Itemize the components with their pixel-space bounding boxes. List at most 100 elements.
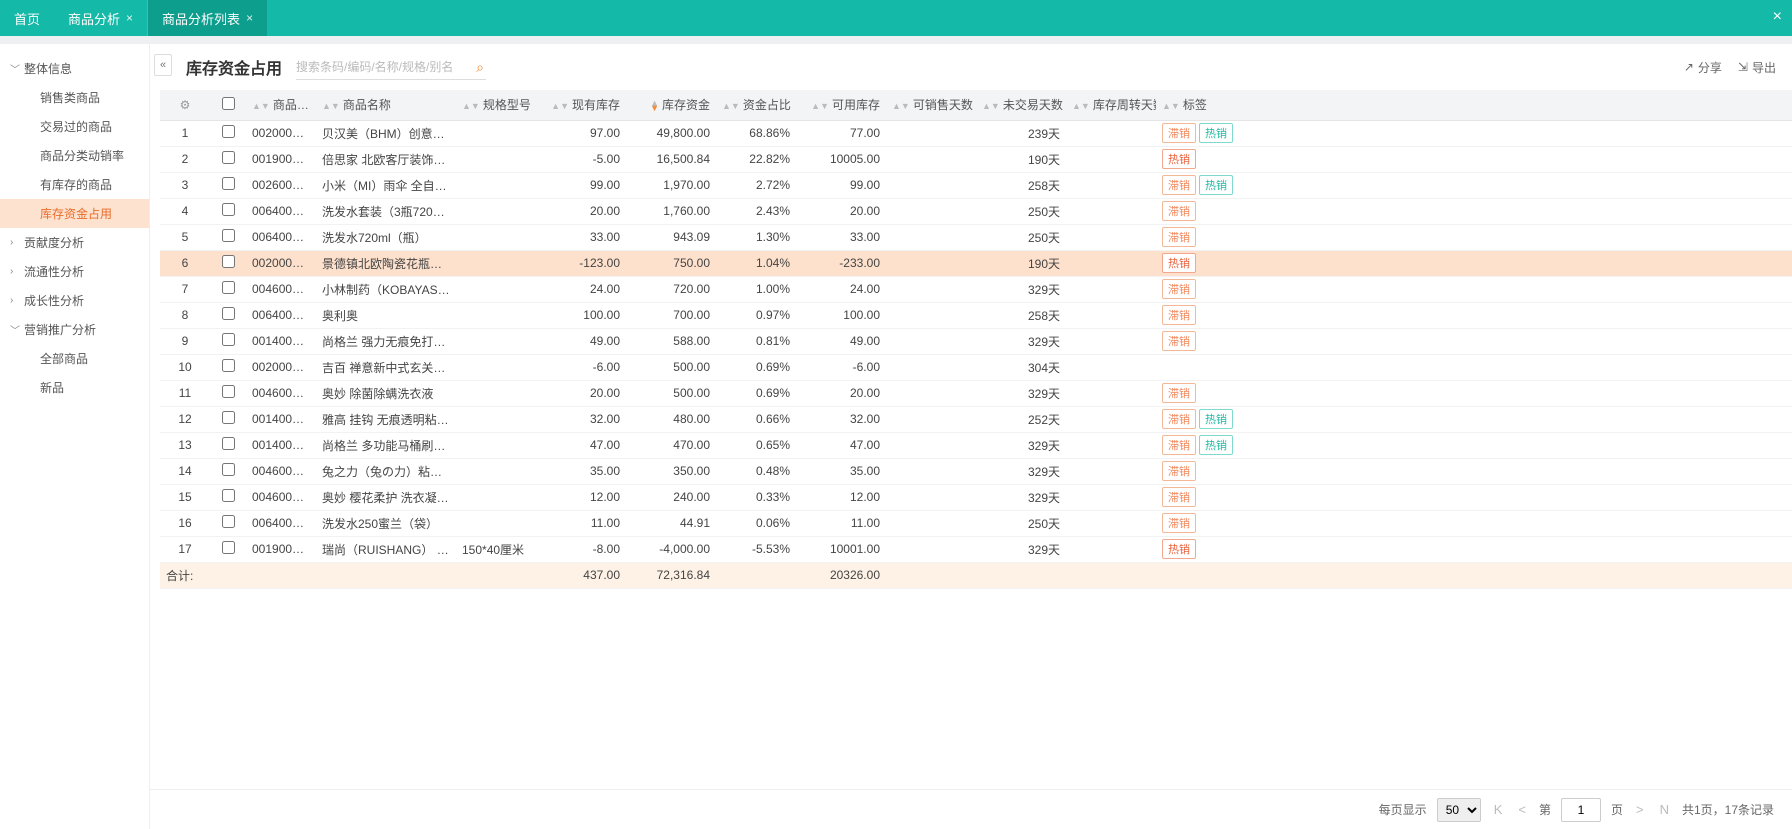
cell-avail: 20.00 <box>796 198 886 224</box>
row-checkbox-input[interactable] <box>222 151 235 164</box>
table-row[interactable]: 3002600…小米（MI）雨伞 全自动折叠99.001,970.002.72%… <box>160 172 1792 198</box>
table-row[interactable]: 5006400…洗发水720ml（瓶）33.00943.091.30%33.00… <box>160 224 1792 250</box>
col-code[interactable]: ▲▼商品… <box>246 90 316 120</box>
tab[interactable]: 商品分析× <box>54 0 148 36</box>
table-row[interactable]: 2001900…倍思家 北欧客厅装饰画卧室-5.0016,500.8422.82… <box>160 146 1792 172</box>
sidebar-group[interactable]: ›成长性分析 <box>0 286 149 315</box>
search-icon[interactable]: ⌕ <box>476 59 484 76</box>
table-header-row: ⚙ ▲▼商品… ▲▼商品名称 ▲▼规格型号 ▲▼现有库存 ▲▼库存资金 ▲▼资金… <box>160 90 1792 120</box>
row-checkbox-input[interactable] <box>222 541 235 554</box>
page-input[interactable] <box>1561 798 1601 822</box>
cell-filler <box>1246 432 1792 458</box>
col-notrade[interactable]: ▲▼未交易天数 <box>976 90 1066 120</box>
tab-close-icon[interactable]: × <box>126 11 133 25</box>
row-checkbox-input[interactable] <box>222 307 235 320</box>
totals-fund: 72,316.84 <box>626 562 716 588</box>
col-saledays[interactable]: ▲▼可销售天数 <box>886 90 976 120</box>
row-checkbox-input[interactable] <box>222 437 235 450</box>
row-checkbox-input[interactable] <box>222 515 235 528</box>
tab[interactable]: 商品分析列表× <box>148 0 267 36</box>
col-turnover[interactable]: ▲▼库存周转天数 <box>1066 90 1156 120</box>
cell-code: 006400… <box>246 302 316 328</box>
sidebar-item[interactable]: 全部商品 <box>0 344 149 373</box>
cell-turn <box>1066 120 1156 146</box>
row-checkbox-input[interactable] <box>222 359 235 372</box>
row-checkbox-input[interactable] <box>222 463 235 476</box>
table-row[interactable]: 10002000…吉百 禅意新中式玄关摆件客-6.00500.000.69%-6… <box>160 354 1792 380</box>
col-settings[interactable]: ⚙ <box>160 90 210 120</box>
row-checkbox-input[interactable] <box>222 411 235 424</box>
row-checkbox-input[interactable] <box>222 229 235 242</box>
cell-pct: 22.82% <box>716 146 796 172</box>
per-page-select[interactable]: 50 <box>1437 798 1481 822</box>
cell-filler <box>1246 120 1792 146</box>
table-row[interactable]: 9001400…尚格兰 强力无痕免打孔浴室49.00588.000.81%49.… <box>160 328 1792 354</box>
col-checkbox[interactable] <box>210 90 246 120</box>
row-checkbox-input[interactable] <box>222 255 235 268</box>
sidebar-group[interactable]: ﹀整体信息 <box>0 54 149 83</box>
cell-avail: -233.00 <box>796 250 886 276</box>
share-button[interactable]: ↗ 分享 <box>1684 59 1722 76</box>
table-row[interactable]: 17001900…瑞尚（RUISHANG） 卧室门150*40厘米-8.00-4… <box>160 536 1792 562</box>
close-all-icon[interactable]: × <box>1773 8 1782 26</box>
select-all-checkbox[interactable] <box>222 97 235 110</box>
table-row[interactable]: 8006400…奥利奥100.00700.000.97%100.00258天滞销 <box>160 302 1792 328</box>
table-row[interactable]: 11004600…奥妙 除菌除螨洗衣液20.00500.000.69%20.00… <box>160 380 1792 406</box>
cell-notrade: 239天 <box>976 120 1066 146</box>
sidebar-item[interactable]: 新品 <box>0 373 149 402</box>
row-checkbox-input[interactable] <box>222 385 235 398</box>
collapse-sidebar-button[interactable]: « <box>154 54 172 76</box>
data-table: ⚙ ▲▼商品… ▲▼商品名称 ▲▼规格型号 ▲▼现有库存 ▲▼库存资金 ▲▼资金… <box>160 90 1792 589</box>
cell-days <box>886 302 976 328</box>
col-name[interactable]: ▲▼商品名称 <box>316 90 456 120</box>
table-row[interactable]: 12001400…雅高 挂钩 无痕透明粘钩 强32.00480.000.66%3… <box>160 406 1792 432</box>
row-checkbox-input[interactable] <box>222 203 235 216</box>
col-pct[interactable]: ▲▼资金占比 <box>716 90 796 120</box>
col-stock[interactable]: ▲▼现有库存 <box>536 90 626 120</box>
page-last-button[interactable]: N <box>1657 802 1672 817</box>
cell-stock: -8.00 <box>536 536 626 562</box>
chevron-down-icon: ﹀ <box>10 61 22 76</box>
sidebar-group[interactable]: ›流通性分析 <box>0 257 149 286</box>
sidebar-item[interactable]: 有库存的商品 <box>0 170 149 199</box>
cell-spec <box>456 172 536 198</box>
row-index: 11 <box>160 380 210 406</box>
row-checkbox-input[interactable] <box>222 333 235 346</box>
cell-avail: 20.00 <box>796 380 886 406</box>
row-checkbox-input[interactable] <box>222 489 235 502</box>
col-spec[interactable]: ▲▼规格型号 <box>456 90 536 120</box>
table-row[interactable]: 7004600…小林制药（KOBAYASHI）日24.00720.001.00%… <box>160 276 1792 302</box>
page-next-button[interactable]: > <box>1633 802 1647 817</box>
cell-fund: 350.00 <box>626 458 716 484</box>
table-row[interactable]: 4006400…洗发水套装（3瓶720ml+1?20.001,760.002.4… <box>160 198 1792 224</box>
table-row[interactable]: 1002000…贝汉美（BHM）创意北欧风97.0049,800.0068.86… <box>160 120 1792 146</box>
table-row[interactable]: 13001400…尚格兰 多功能马桶刷套装 贝47.00470.000.65%4… <box>160 432 1792 458</box>
sidebar-group-label: 流通性分析 <box>24 263 84 280</box>
sidebar-group[interactable]: ﹀营销推广分析 <box>0 315 149 344</box>
export-button[interactable]: ⇲ 导出 <box>1738 59 1776 76</box>
page-prev-button[interactable]: < <box>1515 802 1529 817</box>
table-row[interactable]: 15004600…奥妙 樱花柔护 洗衣凝珠 1012.00240.000.33%… <box>160 484 1792 510</box>
sidebar-item[interactable]: 商品分类动销率 <box>0 141 149 170</box>
search-input[interactable] <box>296 54 486 80</box>
page-first-button[interactable]: K <box>1491 802 1506 817</box>
col-tag[interactable]: ▲▼标签 <box>1156 90 1246 120</box>
sidebar-item[interactable]: 交易过的商品 <box>0 112 149 141</box>
row-checkbox-input[interactable] <box>222 177 235 190</box>
col-fund[interactable]: ▲▼库存资金 <box>626 90 716 120</box>
row-checkbox-input[interactable] <box>222 281 235 294</box>
cell-fund: 500.00 <box>626 380 716 406</box>
sidebar-group[interactable]: ›贡献度分析 <box>0 228 149 257</box>
table-row[interactable]: 6002000…景德镇北欧陶瓷花瓶摆件 仿-123.00750.001.04%-… <box>160 250 1792 276</box>
sidebar-item[interactable]: 销售类商品 <box>0 83 149 112</box>
col-available[interactable]: ▲▼可用库存 <box>796 90 886 120</box>
tab-close-icon[interactable]: × <box>246 11 253 25</box>
row-checkbox-input[interactable] <box>222 125 235 138</box>
table-row[interactable]: 14004600…兔之力（兔の力）粘毛器粘35.00350.000.48%35.… <box>160 458 1792 484</box>
sidebar-item[interactable]: 库存资金占用 <box>0 199 149 228</box>
tab[interactable]: 首页 <box>0 0 54 36</box>
table-row[interactable]: 16006400…洗发水250蜜兰（袋）11.0044.910.06%11.00… <box>160 510 1792 536</box>
chevron-right-icon: › <box>10 266 22 277</box>
tag-badge: 滞销 <box>1162 435 1196 455</box>
row-index: 1 <box>160 120 210 146</box>
